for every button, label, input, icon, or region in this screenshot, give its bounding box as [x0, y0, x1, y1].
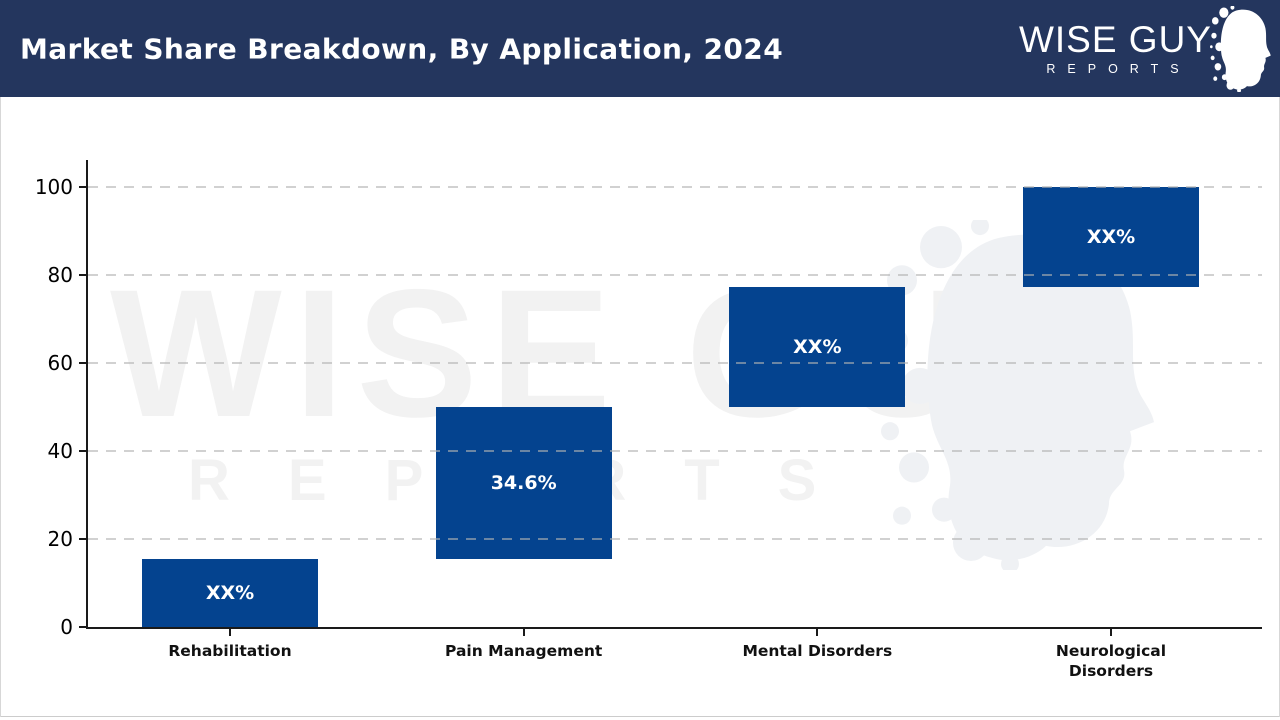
bar-label: XX%: [1086, 226, 1136, 249]
logo-text: WISE GUY REPORTS: [1019, 21, 1212, 76]
y-tick: [79, 450, 86, 452]
y-tick: [79, 186, 86, 188]
frame-bottom-border: [0, 716, 1280, 717]
grid-line: [88, 450, 1262, 452]
y-tick-label: 40: [47, 439, 73, 463]
y-tick: [79, 626, 86, 628]
bar-label: XX%: [793, 336, 842, 359]
y-tick-label: 0: [60, 615, 73, 639]
y-tick: [79, 274, 86, 276]
y-tick-label: 60: [47, 351, 73, 375]
x-category-label: Neurological Disorders: [1055, 642, 1167, 681]
grid-line: [88, 186, 1262, 188]
bar: [1023, 187, 1199, 288]
y-tick-label: 100: [34, 175, 73, 199]
wise-guy-logo: WISE GUY REPORTS: [1019, 3, 1276, 94]
x-axis-line: [86, 627, 1262, 629]
bar-label: XX%: [205, 582, 255, 605]
page-title: Market Share Breakdown, By Application, …: [20, 32, 784, 65]
x-tick: [1110, 629, 1112, 636]
bar: [435, 407, 612, 560]
x-tick: [816, 629, 819, 636]
header-bar: Market Share Breakdown, By Application, …: [0, 0, 1280, 97]
y-axis-line: [86, 160, 88, 629]
frame-left-border: [0, 97, 1, 717]
x-tick: [522, 629, 525, 636]
y-tick: [79, 538, 86, 540]
y-tick-label: 20: [47, 527, 73, 551]
bar-label: 34.6%: [490, 472, 557, 495]
x-category-label: Mental Disorders: [742, 642, 893, 660]
y-tick-label: 80: [47, 263, 73, 287]
grid-line: [88, 538, 1262, 540]
x-category-label: Rehabilitation: [168, 642, 292, 660]
grid-line: [88, 274, 1262, 276]
bar: [729, 287, 906, 407]
x-category-label: Pain Management: [445, 642, 603, 660]
logo-face-icon: [1210, 5, 1271, 92]
y-tick: [79, 362, 86, 364]
bar: [142, 559, 318, 627]
logo-subtitle: REPORTS: [1046, 62, 1191, 76]
grid-line: [88, 362, 1262, 364]
logo-wordmark: WISE GUY: [1018, 19, 1212, 60]
x-tick: [229, 629, 231, 636]
